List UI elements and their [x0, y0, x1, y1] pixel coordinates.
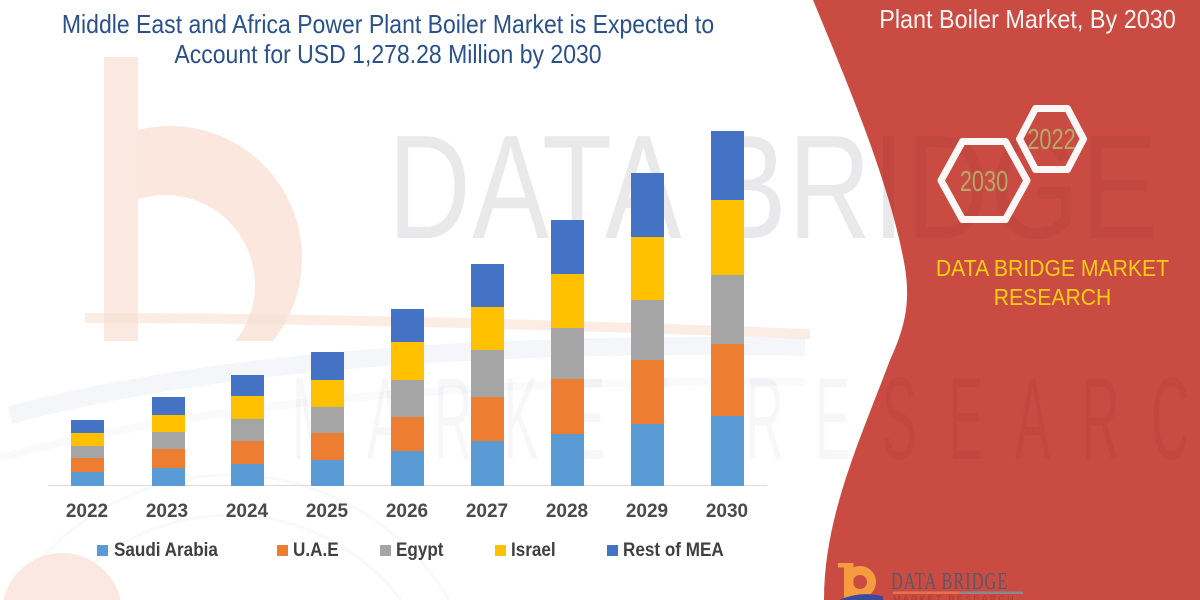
svg-text:DATA BRIDGE: DATA BRIDGE [891, 569, 1008, 595]
svg-text:2022: 2022 [1027, 124, 1075, 156]
svg-text:2030: 2030 [960, 166, 1008, 198]
svg-text:MARKET RESEARCH: MARKET RESEARCH [893, 594, 1016, 600]
